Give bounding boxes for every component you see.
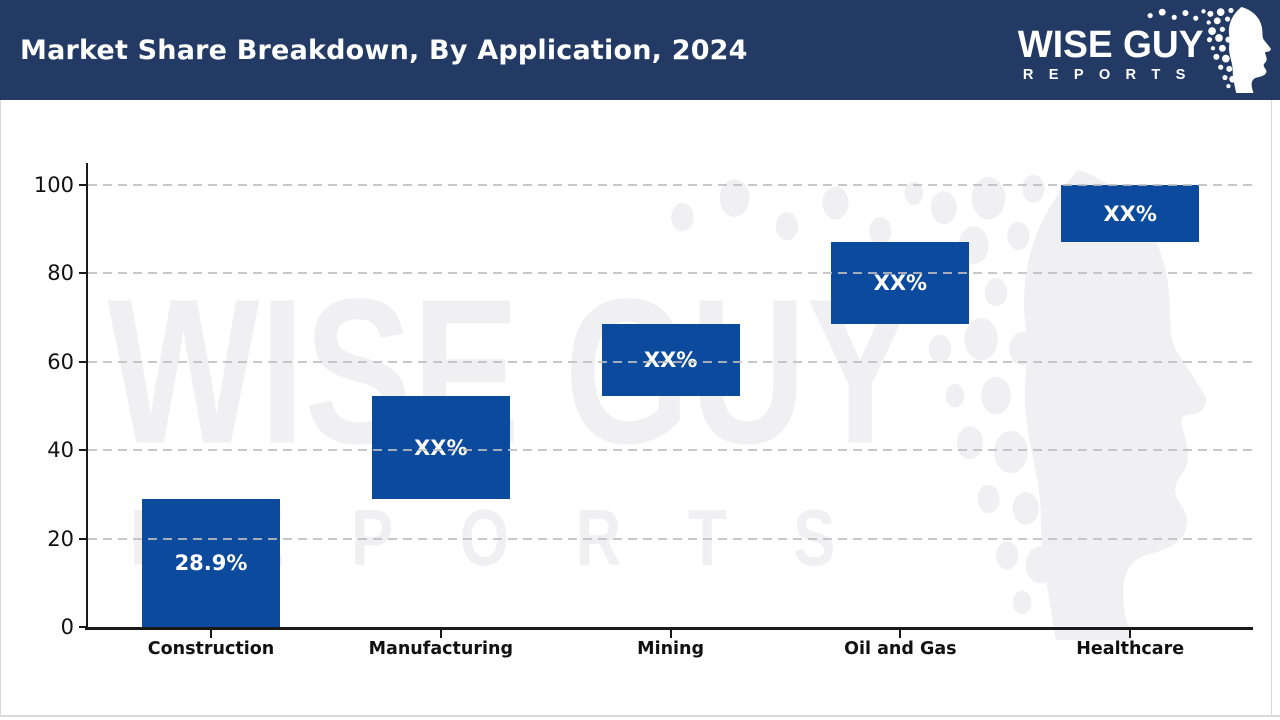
x-tick-mark-oil-and-gas [899, 630, 902, 638]
y-tick-label-60: 60 [47, 349, 74, 374]
y-tick-label-40: 40 [47, 438, 74, 463]
gridline-40 [88, 449, 1253, 452]
y-tick-label-100: 100 [33, 173, 74, 197]
gridline-100 [88, 184, 1253, 186]
header-bar: Market Share Breakdown, By Application, … [0, 0, 1280, 100]
x-tick-mark-healthcare [1129, 630, 1132, 638]
y-tick-mark-20 [79, 537, 86, 540]
gridline-20 [88, 537, 1253, 540]
y-tick-label-0: 0 [60, 615, 74, 639]
bar-construction: 28.9% [142, 499, 280, 627]
gridline-60 [88, 360, 1253, 363]
y-tick-mark-40 [79, 449, 86, 452]
content-left-border [0, 100, 1, 716]
bar-label-manufacturing: XX% [414, 435, 468, 460]
page-title: Market Share Breakdown, By Application, … [20, 34, 748, 66]
logo-primary-text: WISE GUY [1018, 24, 1204, 66]
bar-label-healthcare: XX% [1103, 201, 1157, 226]
y-tick-mark-0 [79, 626, 86, 628]
bar-oil-and-gas: XX% [831, 242, 970, 325]
bar-manufacturing: XX% [371, 395, 510, 500]
bar-healthcare: XX% [1061, 185, 1200, 243]
y-tick-mark-100 [79, 184, 86, 186]
x-tick-mark-mining [669, 630, 672, 638]
x-tick-mark-manufacturing [439, 630, 442, 638]
y-tick-label-20: 20 [47, 526, 74, 551]
wise-guy-reports-logo: WISE GUY REPORTS [1018, 7, 1271, 93]
x-tick-label-mining: Mining [637, 639, 705, 659]
x-tick-label-manufacturing: Manufacturing [368, 639, 513, 659]
bar-label-construction: 28.9% [174, 551, 248, 576]
content-right-border [1271, 100, 1272, 716]
y-axis-line [86, 163, 88, 629]
y-tick-mark-60 [79, 360, 86, 363]
x-tick-label-oil-and-gas: Oil and Gas [844, 639, 957, 659]
x-tick-label-construction: Construction [147, 639, 275, 659]
logo-secondary-text: REPORTS [1023, 67, 1197, 83]
content-bottom-border [0, 715, 1280, 717]
x-axis-line [85, 627, 1253, 630]
bar-label-oil-and-gas: XX% [873, 271, 928, 296]
y-tick-label-80: 80 [47, 261, 74, 286]
x-tick-mark-construction [210, 630, 212, 638]
x-tick-label-healthcare: Healthcare [1076, 639, 1185, 659]
gridline-80 [88, 272, 1253, 275]
y-tick-mark-80 [79, 272, 86, 275]
